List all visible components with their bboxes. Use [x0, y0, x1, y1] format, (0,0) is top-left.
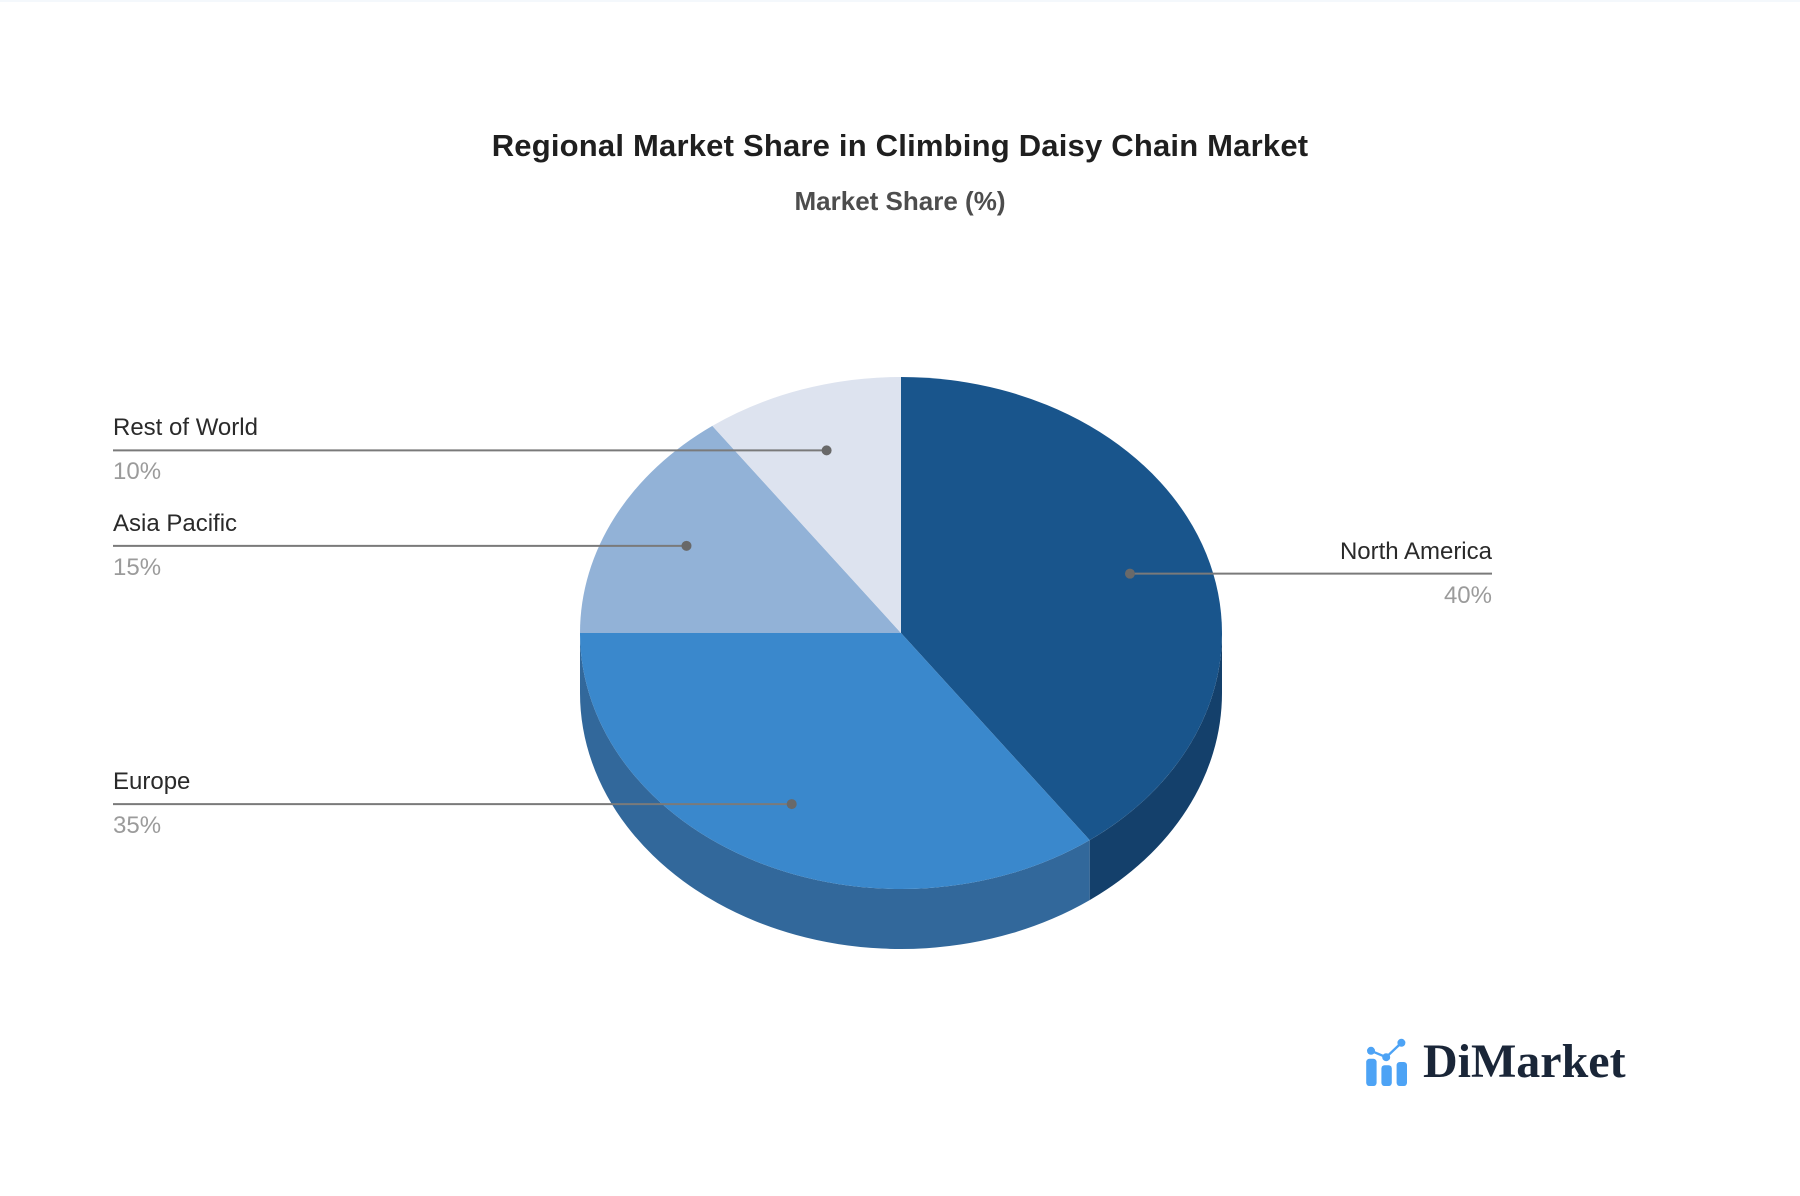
leader-dot-asia-pacific: [681, 540, 692, 551]
chart-title: Regional Market Share in Climbing Daisy …: [491, 128, 1309, 163]
slice-name: Rest of World: [113, 414, 258, 442]
pie-slice-asia-pacific[interactable]: [580, 425, 901, 633]
leader-dot-rest-of-world: [821, 445, 832, 456]
slice-value: 35%: [113, 812, 162, 840]
slice-label-europe: Europe 35%: [113, 768, 573, 840]
pie-slice-side-europe: [580, 633, 1090, 949]
slice-name: North America: [1339, 537, 1492, 565]
pie-slice-europe[interactable]: [580, 633, 1090, 889]
slice-name: Asia Pacific: [113, 509, 238, 537]
slice-value: 15%: [113, 553, 162, 581]
bar-line-chart-icon: [1366, 1038, 1407, 1086]
slice-label-rest-of-world: Rest of World 10%: [113, 414, 573, 486]
chart-subtitle: Market Share (%): [794, 186, 1006, 216]
leader-dot-north-america: [1124, 568, 1135, 579]
slice-name: Europe: [113, 768, 191, 796]
dimarket-logo: DiMarket: [1363, 1038, 1626, 1086]
page-top-edge: [0, 0, 1800, 2]
leader-dot-europe: [786, 799, 797, 810]
slice-label-north-america: North America 40%: [1032, 538, 1492, 610]
slice-value: 40%: [1443, 581, 1492, 609]
slice-value: 10%: [113, 458, 162, 486]
logo-text: DiMarket: [1423, 1035, 1626, 1088]
pie-slice-rest-of-world[interactable]: [712, 377, 901, 633]
pie-slice-north-america[interactable]: [901, 377, 1222, 841]
pie-slice-side-north-america: [1089, 633, 1222, 901]
slice-label-asia-pacific: Asia Pacific 15%: [113, 510, 573, 582]
